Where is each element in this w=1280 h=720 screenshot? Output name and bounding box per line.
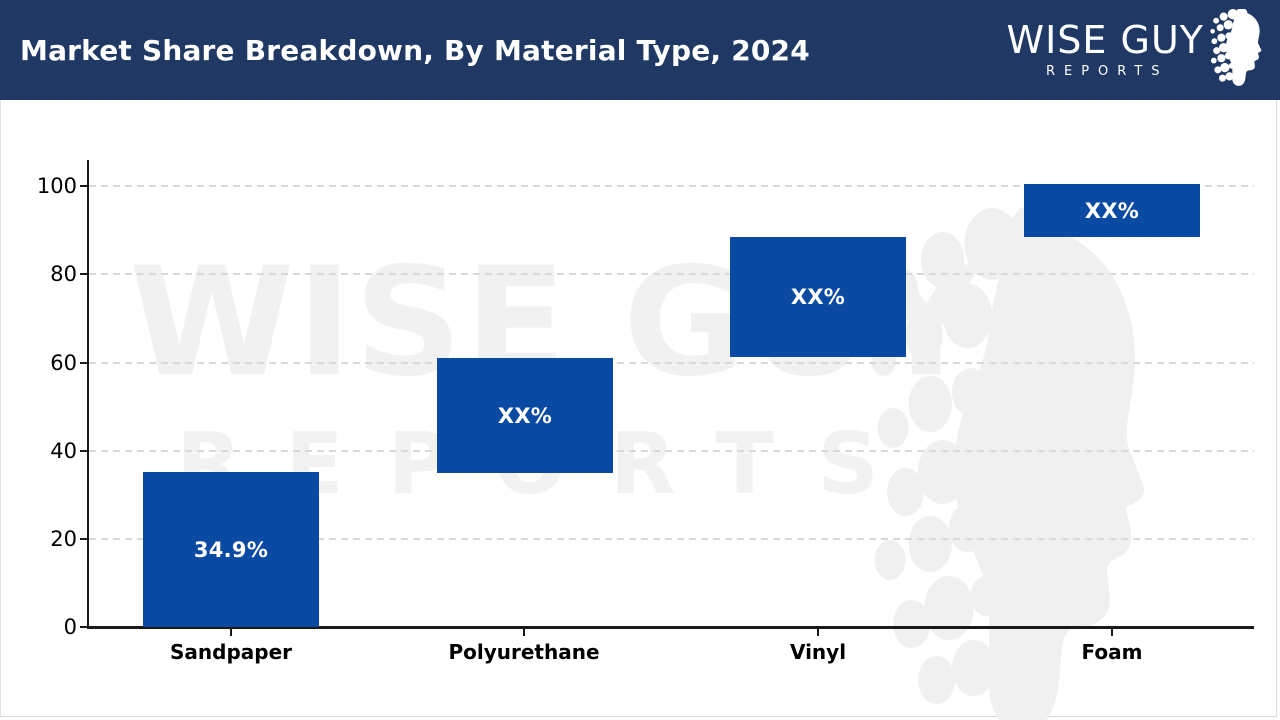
wise-guy-logo: WISE GUY REPORTS [1007, 6, 1266, 94]
bar-value-label: XX% [497, 403, 553, 428]
y-tick-mark [80, 362, 87, 364]
y-tick-label: 80 [50, 262, 77, 286]
logo-subtitle: REPORTS [1045, 64, 1169, 79]
logo-text: WISE GUY REPORTS [1007, 21, 1204, 79]
y-tick-label: 100 [36, 174, 77, 198]
logo-face-icon [1210, 9, 1262, 86]
y-tick-label: 40 [50, 439, 77, 463]
x-category-label: Vinyl [789, 640, 847, 664]
y-tick-mark [80, 450, 87, 452]
y-tick-mark [80, 538, 87, 540]
gridline-80 [89, 273, 1254, 275]
header-bar: Market Share Breakdown, By Material Type… [0, 0, 1280, 100]
bar-sandpaper: 34.9% [143, 472, 319, 627]
x-category-label: Sandpaper [169, 640, 292, 664]
bar-foam: XX% [1024, 184, 1200, 237]
y-tick-label: 0 [63, 615, 77, 639]
x-tick-mark [230, 629, 232, 636]
y-tick-mark [80, 273, 87, 275]
gridline-20 [89, 538, 1254, 540]
y-tick-mark [80, 185, 87, 187]
y-axis-line [87, 160, 89, 629]
bar-value-label: XX% [790, 285, 846, 309]
y-tick-label: 60 [50, 351, 77, 375]
bar-value-label: XX% [1084, 198, 1140, 223]
gridline-60 [89, 362, 1254, 364]
gridline-100 [89, 185, 1254, 187]
logo-wordmark: WISE GUY [1006, 18, 1204, 62]
bar-value-label: 34.9% [193, 537, 269, 562]
x-tick-mark [817, 629, 819, 636]
bar-vinyl: XX% [730, 237, 906, 357]
gridline-40 [89, 450, 1254, 452]
chart-area: WISE GUY REPORTS 100 80 60 40 20 0 34.9% [0, 100, 1277, 720]
x-category-label: Polyurethane [448, 640, 600, 664]
x-tick-mark [523, 629, 525, 636]
bar-polyurethane: XX% [437, 358, 613, 473]
x-category-label: Foam [1081, 640, 1143, 664]
x-axis-line [87, 626, 1254, 629]
y-tick-label: 20 [50, 527, 77, 551]
x-tick-mark [1111, 629, 1113, 636]
page-title: Market Share Breakdown, By Material Type… [20, 33, 810, 67]
y-tick-mark [80, 626, 87, 628]
